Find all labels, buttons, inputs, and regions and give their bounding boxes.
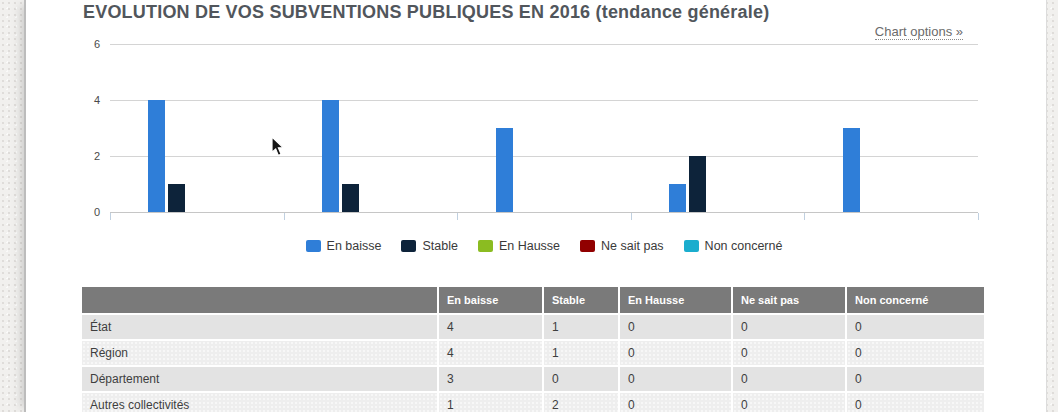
legend-item[interactable]: En baisse <box>306 239 382 253</box>
legend-item[interactable]: Stable <box>401 239 457 253</box>
mouse-cursor-icon <box>271 136 286 158</box>
value-cell: 0 <box>733 315 845 339</box>
x-axis-tick <box>804 213 805 220</box>
chart-bar[interactable] <box>168 184 185 212</box>
legend-item[interactable]: En Hausse <box>478 239 560 253</box>
value-cell: 0 <box>620 341 731 365</box>
value-cell: 0 <box>733 393 845 412</box>
row-label-cell: Autres collectivités <box>82 393 437 412</box>
chart-bar[interactable] <box>322 100 339 212</box>
value-cell: 0 <box>620 367 731 391</box>
y-axis-label: 2 <box>56 150 100 162</box>
gridline <box>110 44 978 45</box>
table-header-cell: Stable <box>544 287 618 313</box>
x-axis-tick <box>457 213 458 220</box>
value-cell: 0 <box>847 367 984 391</box>
value-cell: 1 <box>544 315 618 339</box>
table-header-cell: En Hausse <box>620 287 731 313</box>
value-cell: 4 <box>439 341 542 365</box>
value-cell: 0 <box>733 367 845 391</box>
table-row: Département30000 <box>82 367 984 391</box>
value-cell: 0 <box>847 341 984 365</box>
results-table: En baisseStableEn HausseNe sait pasNon c… <box>80 285 986 412</box>
page-background: { "page": { "title": "EVOLUTION DE VOS S… <box>0 0 1058 412</box>
value-cell: 3 <box>439 367 542 391</box>
y-axis-label: 6 <box>56 38 100 50</box>
legend-swatch-icon <box>306 240 321 252</box>
value-cell: 0 <box>620 315 731 339</box>
x-axis-tick <box>631 213 632 220</box>
value-cell: 1 <box>439 393 542 412</box>
value-cell: 4 <box>439 315 542 339</box>
table-header-row: En baisseStableEn HausseNe sait pasNon c… <box>82 287 984 313</box>
legend-label: En baisse <box>327 239 382 253</box>
chart-bar[interactable] <box>496 128 513 212</box>
value-cell: 0 <box>620 393 731 412</box>
table-row: État41000 <box>82 315 984 339</box>
table-header-cell: En baisse <box>439 287 542 313</box>
table-header-cell: Non concerné <box>847 287 984 313</box>
x-axis-tick <box>110 213 111 220</box>
value-cell: 0 <box>847 315 984 339</box>
legend-label: Stable <box>422 239 457 253</box>
chart-options-link[interactable]: Chart options » <box>875 24 963 40</box>
legend-label: En Hausse <box>499 239 560 253</box>
table-header-cell <box>82 287 437 313</box>
legend-item[interactable]: Ne sait pas <box>580 239 664 253</box>
value-cell: 1 <box>544 341 618 365</box>
content-panel: EVOLUTION DE VOS SUBVENTIONS PUBLIQUES E… <box>26 0 1046 412</box>
x-axis-tick <box>284 213 285 220</box>
legend-swatch-icon <box>684 240 699 252</box>
chart-bar[interactable] <box>689 156 706 212</box>
chart-bar[interactable] <box>342 184 359 212</box>
y-axis-label: 4 <box>56 94 100 106</box>
value-cell: 0 <box>544 367 618 391</box>
value-cell: 0 <box>733 341 845 365</box>
row-label-cell: Département <box>82 367 437 391</box>
chart-bar[interactable] <box>148 100 165 212</box>
value-cell: 2 <box>544 393 618 412</box>
legend-swatch-icon <box>580 240 595 252</box>
legend-label: Ne sait pas <box>601 239 664 253</box>
value-cell: 0 <box>847 393 984 412</box>
table-row: Autres collectivités12000 <box>82 393 984 412</box>
table-row: Région41000 <box>82 341 984 365</box>
legend-swatch-icon <box>478 240 493 252</box>
legend-item[interactable]: Non concerné <box>684 239 783 253</box>
chart-title: EVOLUTION DE VOS SUBVENTIONS PUBLIQUES E… <box>83 2 973 23</box>
legend-swatch-icon <box>401 240 416 252</box>
gridline <box>110 100 978 101</box>
legend-label: Non concerné <box>705 239 783 253</box>
x-axis-line <box>110 212 978 213</box>
chart-bar[interactable] <box>669 184 686 212</box>
x-axis-tick <box>978 213 979 220</box>
y-axis-label: 0 <box>56 206 100 218</box>
row-label-cell: Région <box>82 341 437 365</box>
chart-bar[interactable] <box>843 128 860 212</box>
chart-legend: En baisse Stable En Hausse Ne sait pas Non c… <box>110 237 978 255</box>
row-label-cell: État <box>82 315 437 339</box>
table-header-cell: Ne sait pas <box>733 287 845 313</box>
